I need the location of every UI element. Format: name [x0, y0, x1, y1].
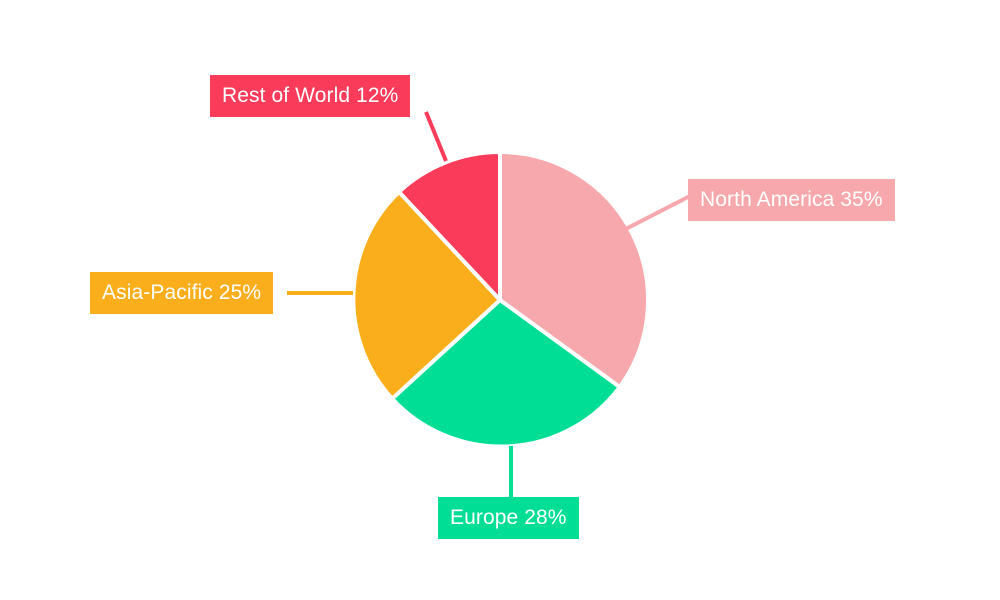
pie-slice-asia-pacific[interactable] — [351, 189, 502, 401]
pie-slices — [351, 150, 650, 449]
pie-label-rest-of-world[interactable]: Rest of World 12% — [210, 75, 411, 117]
pie-leader-lines — [287, 111, 691, 500]
pie-slice-north-america[interactable] — [498, 150, 650, 390]
pie-label-europe[interactable]: Europe 28% — [438, 497, 579, 539]
pie-label-north-america[interactable]: North America 35% — [688, 179, 895, 221]
pie-slice-rest-of-world[interactable] — [396, 150, 502, 302]
pie-label-asia-pacific[interactable]: Asia-Pacific 25% — [90, 272, 274, 314]
leader-line-north-america — [611, 194, 691, 238]
pie-slice-europe[interactable] — [390, 298, 622, 449]
leader-line-rest-of-world — [424, 111, 448, 162]
